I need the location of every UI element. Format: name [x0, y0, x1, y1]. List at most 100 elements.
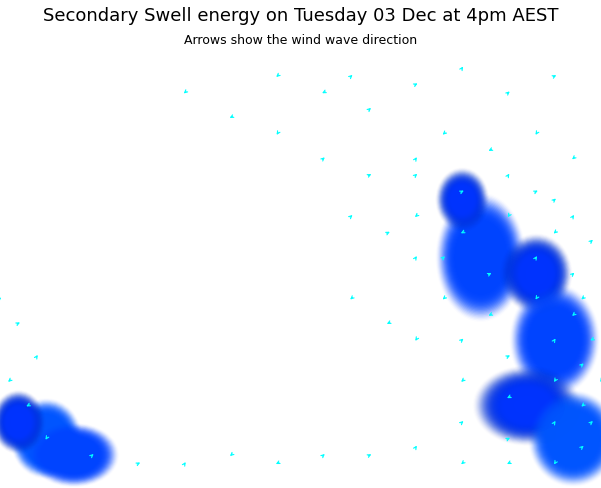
Ellipse shape	[13, 415, 25, 429]
Ellipse shape	[25, 415, 67, 462]
Ellipse shape	[13, 416, 23, 428]
Ellipse shape	[53, 441, 94, 469]
Ellipse shape	[523, 259, 549, 288]
Ellipse shape	[448, 211, 513, 304]
Ellipse shape	[509, 392, 545, 419]
Ellipse shape	[551, 335, 558, 344]
Ellipse shape	[0, 395, 41, 449]
Ellipse shape	[459, 196, 466, 203]
Ellipse shape	[535, 272, 538, 275]
Ellipse shape	[38, 429, 54, 447]
Ellipse shape	[13, 415, 24, 428]
Ellipse shape	[453, 189, 471, 210]
Ellipse shape	[55, 442, 93, 468]
Ellipse shape	[457, 223, 505, 291]
Ellipse shape	[494, 381, 560, 430]
Ellipse shape	[439, 173, 485, 226]
Ellipse shape	[461, 198, 463, 201]
Ellipse shape	[9, 411, 28, 433]
Ellipse shape	[536, 317, 573, 363]
Ellipse shape	[477, 368, 577, 443]
Ellipse shape	[539, 320, 570, 359]
Ellipse shape	[515, 250, 558, 298]
Ellipse shape	[543, 406, 601, 471]
Ellipse shape	[568, 433, 579, 445]
Ellipse shape	[567, 431, 580, 446]
Ellipse shape	[447, 181, 478, 218]
Ellipse shape	[444, 178, 481, 222]
Ellipse shape	[448, 183, 476, 216]
Ellipse shape	[0, 396, 41, 448]
Ellipse shape	[51, 439, 97, 471]
Ellipse shape	[444, 204, 518, 310]
Ellipse shape	[538, 319, 572, 361]
Ellipse shape	[10, 411, 28, 433]
Ellipse shape	[531, 268, 542, 280]
Ellipse shape	[548, 330, 562, 349]
Ellipse shape	[44, 436, 49, 441]
Ellipse shape	[523, 260, 549, 288]
Ellipse shape	[543, 325, 567, 355]
Ellipse shape	[528, 264, 545, 283]
Ellipse shape	[5, 406, 32, 439]
Ellipse shape	[520, 297, 589, 383]
Ellipse shape	[498, 384, 556, 427]
Ellipse shape	[478, 253, 484, 261]
Ellipse shape	[572, 437, 575, 441]
Ellipse shape	[50, 438, 98, 472]
Ellipse shape	[558, 423, 588, 454]
Ellipse shape	[476, 367, 578, 444]
Ellipse shape	[525, 261, 548, 287]
Ellipse shape	[523, 403, 530, 408]
Ellipse shape	[1, 401, 36, 443]
Ellipse shape	[570, 435, 577, 443]
Ellipse shape	[515, 290, 594, 389]
Ellipse shape	[534, 271, 538, 276]
Ellipse shape	[544, 407, 601, 470]
Text: Secondary Swell energy on Tuesday 03 Dec at 4pm AEST: Secondary Swell energy on Tuesday 03 Dec…	[43, 7, 558, 25]
Ellipse shape	[550, 334, 560, 346]
Ellipse shape	[506, 390, 548, 421]
Ellipse shape	[11, 413, 26, 431]
Ellipse shape	[507, 241, 566, 306]
Ellipse shape	[32, 426, 115, 485]
Ellipse shape	[16, 420, 20, 425]
Ellipse shape	[502, 236, 570, 312]
Ellipse shape	[529, 266, 543, 281]
Ellipse shape	[34, 426, 58, 452]
Ellipse shape	[23, 412, 70, 465]
Ellipse shape	[499, 385, 555, 426]
Ellipse shape	[535, 398, 601, 479]
Ellipse shape	[474, 247, 488, 268]
Ellipse shape	[462, 229, 500, 285]
Ellipse shape	[539, 402, 601, 475]
Ellipse shape	[546, 328, 564, 351]
Ellipse shape	[512, 246, 561, 301]
Ellipse shape	[501, 386, 552, 425]
Ellipse shape	[507, 242, 565, 306]
Ellipse shape	[549, 333, 560, 346]
Ellipse shape	[505, 389, 549, 422]
Ellipse shape	[31, 422, 61, 455]
Ellipse shape	[7, 408, 30, 436]
Ellipse shape	[529, 265, 544, 282]
Ellipse shape	[24, 414, 69, 463]
Ellipse shape	[440, 199, 522, 315]
Ellipse shape	[61, 446, 87, 464]
Ellipse shape	[40, 431, 53, 446]
Ellipse shape	[73, 454, 75, 456]
Ellipse shape	[534, 397, 601, 480]
Ellipse shape	[454, 219, 508, 296]
Ellipse shape	[548, 412, 598, 465]
Ellipse shape	[439, 198, 522, 317]
Ellipse shape	[455, 221, 507, 294]
Ellipse shape	[53, 440, 95, 470]
Ellipse shape	[513, 247, 560, 300]
Ellipse shape	[563, 427, 584, 449]
Ellipse shape	[441, 174, 484, 225]
Ellipse shape	[514, 249, 558, 299]
Ellipse shape	[17, 420, 20, 424]
Ellipse shape	[70, 452, 78, 458]
Ellipse shape	[0, 398, 38, 446]
Ellipse shape	[448, 210, 514, 305]
